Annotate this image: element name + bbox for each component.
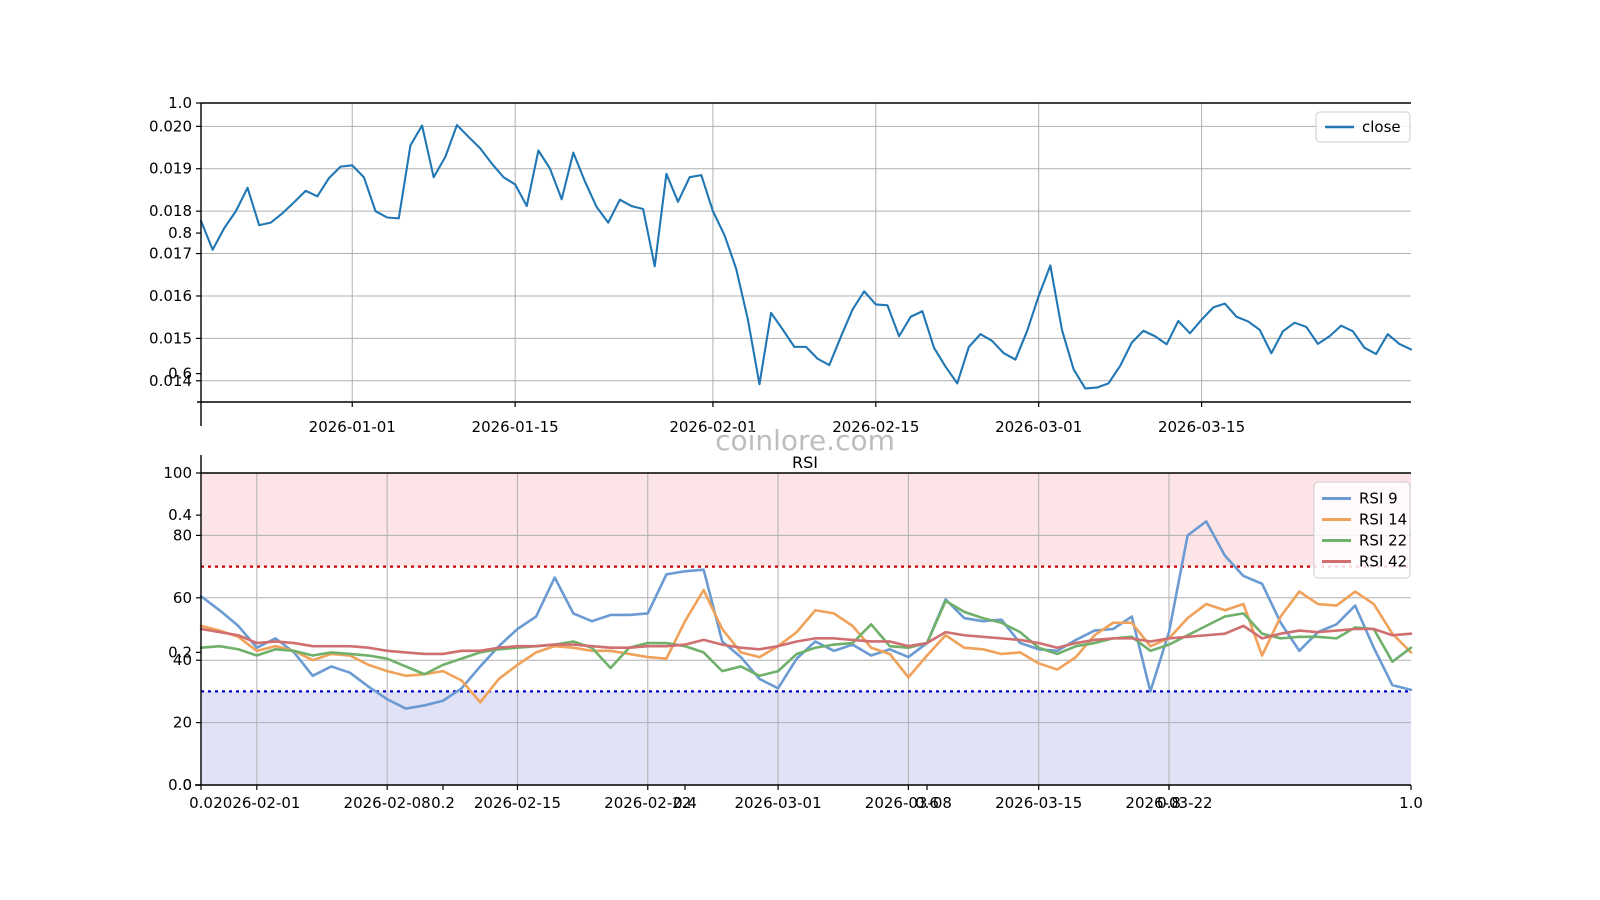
rsi-xtick-label: 2026-03-08 <box>865 794 952 812</box>
price-ytick-label-secondary: 0.8 <box>168 224 192 242</box>
price-ytick-label: 0.016 <box>149 287 192 305</box>
price-xtick-label: 2026-01-01 <box>309 418 396 436</box>
rsi-legend-label-rsi-14: RSI 14 <box>1359 511 1407 529</box>
rsi-series-rsi-42 <box>199 624 1413 656</box>
rsi-ytick-label: 60 <box>173 589 192 607</box>
rsi-ytick-label: 100 <box>163 464 192 482</box>
watermark-coinlore: coinlore.com <box>715 424 895 457</box>
price-legend-box[interactable] <box>1315 111 1411 143</box>
rsi-legend-label-rsi-42: RSI 42 <box>1359 553 1407 571</box>
rsi-xtick-label: 2026-02-08 <box>344 794 431 812</box>
price-ytick-label: 0.014 <box>149 372 192 390</box>
rsi-ytick-label: 20 <box>173 714 192 732</box>
rsi-xtick-label: 2026-03-22 <box>1125 794 1212 812</box>
rsi-ytick-label: 80 <box>173 526 192 544</box>
price-xtick-label: 2026-03-01 <box>995 418 1082 436</box>
rsi-ytick-label-secondary: 0.0 <box>168 776 192 794</box>
price-xtick-label: 2026-01-15 <box>472 418 559 436</box>
rsi-xtick-label-secondary: 0.2 <box>431 794 455 812</box>
price-ytick-label: 0.018 <box>149 202 192 220</box>
rsi-ytick-label-secondary: 0.2 <box>168 643 192 661</box>
price-ytick-label: 0.017 <box>149 245 192 263</box>
price-series-close <box>199 124 1413 390</box>
rsi-ytick-label-secondary: 0.4 <box>168 506 192 524</box>
price-ytick-label: 0.015 <box>149 329 192 347</box>
rsi-xtick-label-secondary: 0.8 <box>1157 794 1181 812</box>
price-ytick-label: 0.019 <box>149 160 192 178</box>
rsi-panel-title: RSI <box>792 453 818 472</box>
rsi-xtick-label: 2026-02-01 <box>213 794 300 812</box>
price-legend-label-close: close <box>1362 118 1401 136</box>
price-ytick-label-secondary: 1.0 <box>168 94 192 112</box>
rsi-ytick-label: 40 <box>173 651 192 669</box>
rsi-series-rsi-14 <box>199 588 1413 704</box>
rsi-band-overbought <box>201 473 1411 567</box>
price-xtick-label: 2026-02-01 <box>669 418 756 436</box>
price-ytick-label: 0.020 <box>149 117 192 135</box>
price-xtick-label: 2026-03-15 <box>1158 418 1245 436</box>
rsi-series-rsi-22 <box>199 599 1413 678</box>
price-xtick-label: 2026-02-15 <box>832 418 919 436</box>
rsi-legend-box[interactable] <box>1313 481 1411 579</box>
rsi-legend-label-rsi-22: RSI 22 <box>1359 532 1407 550</box>
rsi-xtick-label: 2026-02-15 <box>474 794 561 812</box>
rsi-xtick-label-secondary: 0.0 <box>189 794 213 812</box>
rsi-xtick-label-secondary: 1.0 <box>1399 794 1423 812</box>
rsi-xtick-label: 2026-03-01 <box>734 794 821 812</box>
rsi-xtick-label: 2026-02-22 <box>604 794 691 812</box>
rsi-ytick-label: 0 <box>182 776 192 794</box>
price-ytick-label-secondary: 0.6 <box>168 365 192 383</box>
rsi-xtick-label: 2026-03-15 <box>995 794 1082 812</box>
price-plot-background <box>201 103 1411 402</box>
rsi-xtick-label-secondary: 0.4 <box>673 794 697 812</box>
rsi-legend-label-rsi-9: RSI 9 <box>1359 490 1398 508</box>
rsi-band-oversold <box>201 691 1411 785</box>
rsi-xtick-label-secondary: 0.6 <box>915 794 939 812</box>
